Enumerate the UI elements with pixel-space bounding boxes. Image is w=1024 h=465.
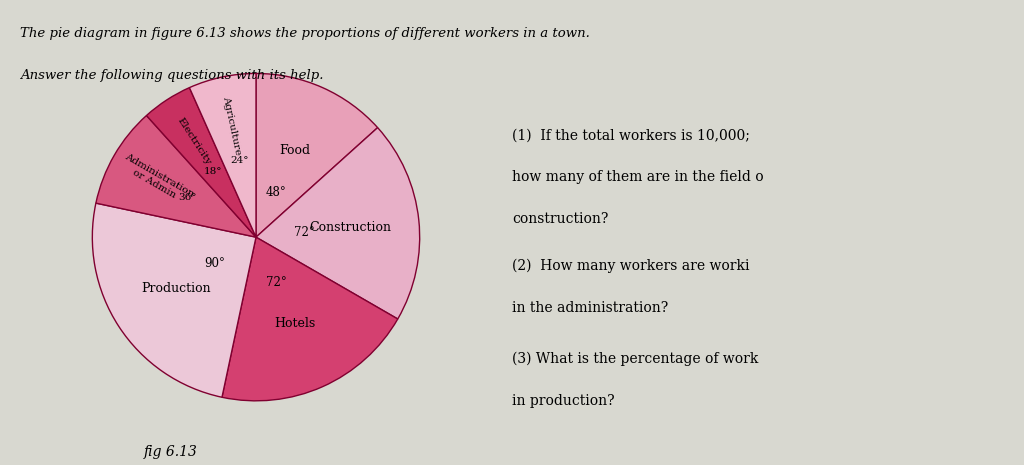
- Text: Electricity: Electricity: [175, 116, 212, 166]
- Wedge shape: [189, 73, 256, 237]
- Text: (3) What is the percentage of work: (3) What is the percentage of work: [512, 352, 759, 365]
- Text: (2)  How many workers are worki: (2) How many workers are worki: [512, 259, 750, 272]
- Text: 90°: 90°: [205, 258, 225, 270]
- Text: Agriculture: Agriculture: [221, 95, 243, 155]
- Wedge shape: [146, 87, 256, 237]
- Text: 48°: 48°: [265, 186, 287, 199]
- Wedge shape: [256, 127, 420, 319]
- Text: in production?: in production?: [512, 393, 614, 407]
- Text: in the administration?: in the administration?: [512, 300, 669, 314]
- Text: (1)  If the total workers is 10,000;: (1) If the total workers is 10,000;: [512, 128, 750, 142]
- Text: Food: Food: [280, 144, 310, 157]
- Text: Administration
or Admin: Administration or Admin: [118, 152, 196, 208]
- Text: construction?: construction?: [512, 212, 608, 226]
- Text: Construction: Construction: [309, 221, 391, 234]
- Text: 36°: 36°: [179, 193, 198, 202]
- Text: 18°: 18°: [204, 167, 222, 176]
- Wedge shape: [222, 237, 397, 401]
- Text: how many of them are in the field o: how many of them are in the field o: [512, 170, 764, 184]
- Wedge shape: [256, 73, 378, 237]
- Text: The pie diagram in figure 6.13 shows the proportions of different workers in a t: The pie diagram in figure 6.13 shows the…: [20, 27, 591, 40]
- Text: 24°: 24°: [230, 156, 249, 165]
- Text: Answer the following questions with its help.: Answer the following questions with its …: [20, 69, 324, 82]
- Text: 72°: 72°: [265, 275, 287, 288]
- Text: Hotels: Hotels: [274, 318, 315, 330]
- Text: 72°: 72°: [295, 226, 315, 239]
- Text: Production: Production: [141, 282, 211, 295]
- Text: fig 6.13: fig 6.13: [143, 445, 198, 458]
- Wedge shape: [92, 203, 256, 397]
- Wedge shape: [96, 115, 256, 237]
